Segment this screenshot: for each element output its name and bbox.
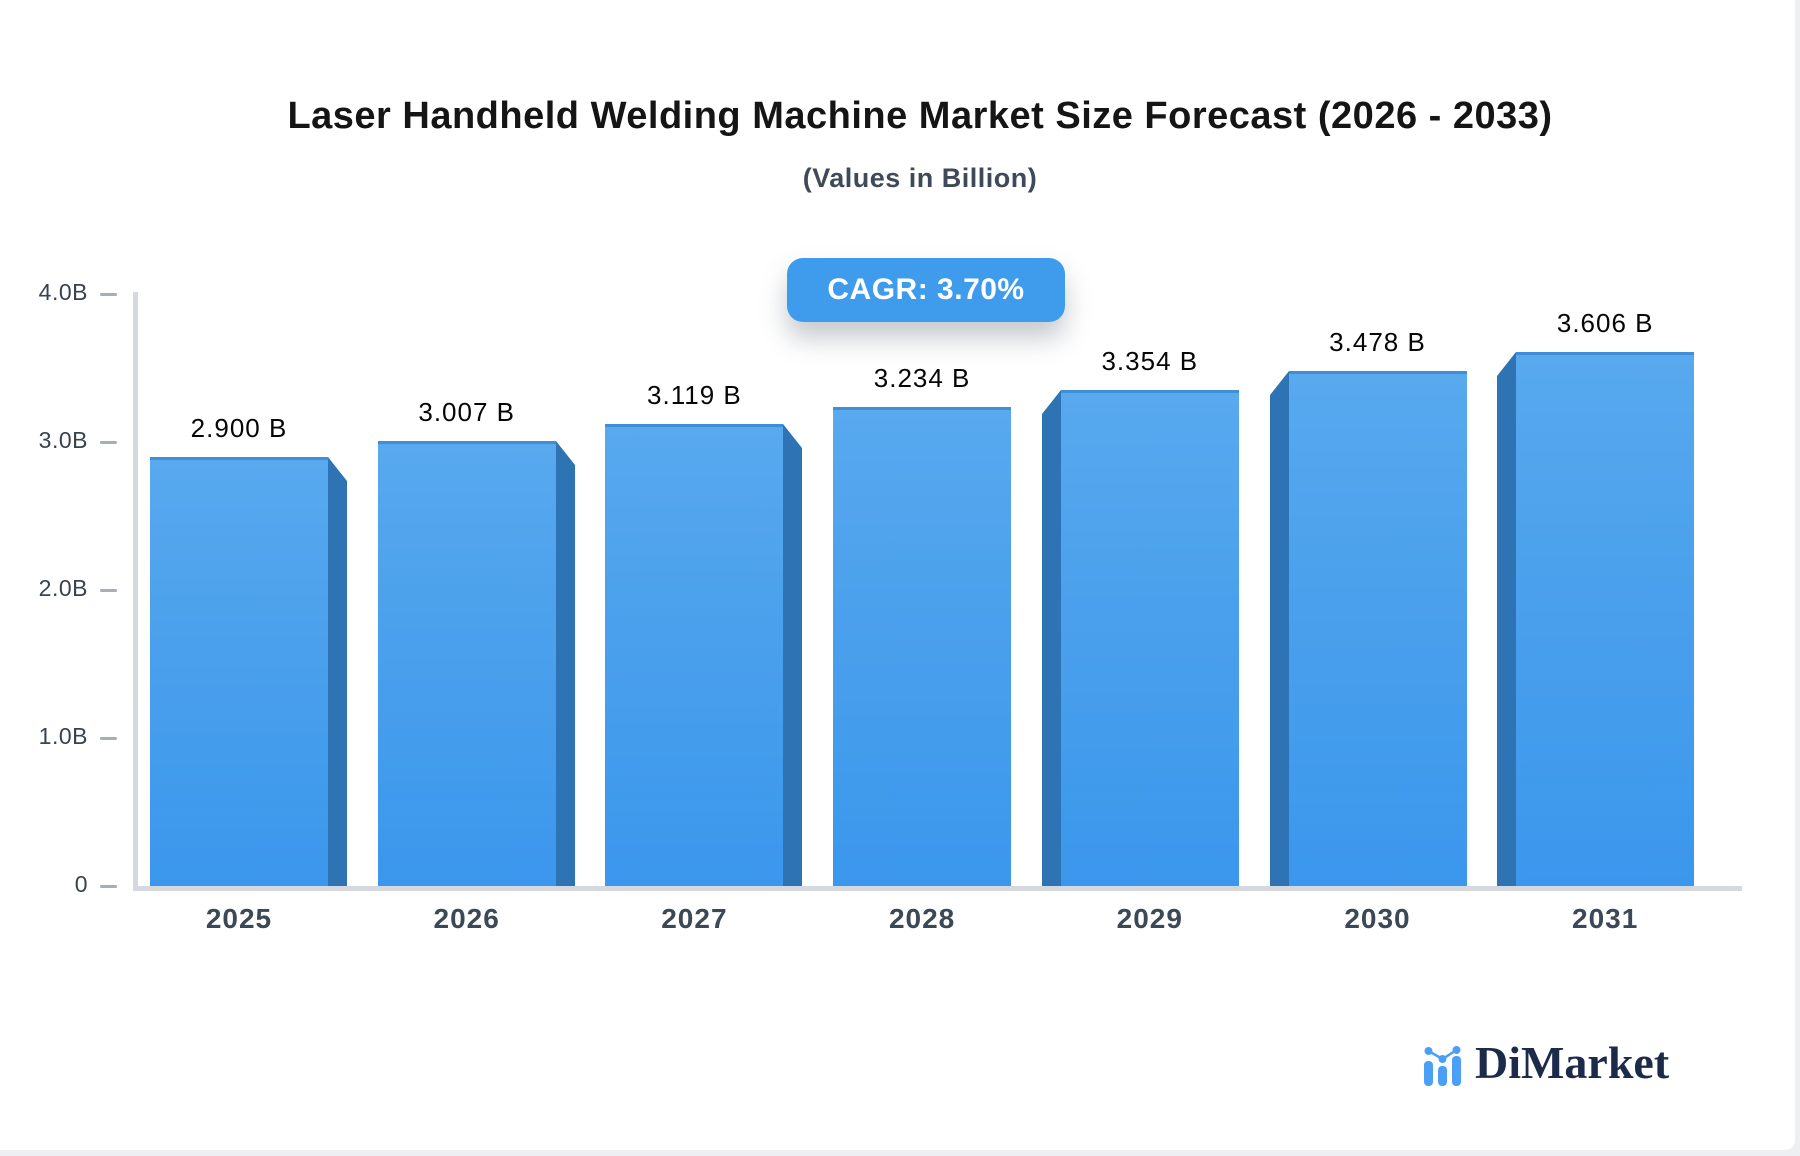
y-tick-mark bbox=[100, 293, 117, 296]
mini-bar-chart-icon bbox=[1424, 1046, 1461, 1086]
x-axis-label-2026: 2026 bbox=[433, 903, 500, 934]
bar-value-label: 3.234 B bbox=[873, 363, 971, 393]
y-tick-label: 3.0B bbox=[38, 427, 88, 453]
bar-2031[interactable] bbox=[1516, 352, 1694, 886]
y-tick-label: 2.0B bbox=[38, 575, 88, 601]
x-axis-baseline bbox=[133, 886, 1742, 891]
bar-value-label: 3.007 B bbox=[418, 397, 515, 427]
bar-2026[interactable] bbox=[378, 441, 556, 886]
x-axis-label-2031: 2031 bbox=[1572, 903, 1639, 934]
x-axis-label-2027: 2027 bbox=[661, 903, 728, 934]
y-axis-line bbox=[133, 292, 138, 891]
dimarket-logo: DiMarket bbox=[1424, 1040, 1669, 1086]
x-axis-label-2025: 2025 bbox=[205, 903, 273, 934]
bar-2028[interactable] bbox=[833, 407, 1011, 886]
bar-side-2026 bbox=[556, 441, 575, 886]
bar-value-label: 3.119 B bbox=[647, 380, 742, 410]
x-axis-label-2029: 2029 bbox=[1116, 903, 1183, 934]
bar-side-2031 bbox=[1497, 352, 1516, 886]
chart-subtitle: (Values in Billion) bbox=[802, 163, 1038, 193]
y-tick-label: 4.0B bbox=[38, 279, 88, 305]
bar-2025[interactable] bbox=[150, 457, 328, 886]
bar-2029[interactable] bbox=[1061, 390, 1239, 886]
logo-text: DiMarket bbox=[1475, 1037, 1670, 1088]
y-tick-mark bbox=[100, 885, 117, 888]
y-tick-mark bbox=[100, 589, 117, 592]
y-tick-mark bbox=[100, 441, 117, 444]
bar-value-label: 3.478 B bbox=[1329, 327, 1426, 357]
bar-value-label: 3.354 B bbox=[1101, 346, 1199, 376]
cagr-badge-label: CAGR: 3.70% bbox=[827, 273, 1025, 306]
bar-value-label: 2.900 B bbox=[190, 413, 288, 443]
bar-side-2029 bbox=[1042, 390, 1061, 886]
bar-side-2030 bbox=[1270, 371, 1289, 886]
bar-value-label: 3.606 B bbox=[1556, 308, 1654, 338]
y-tick-label: 0 bbox=[74, 871, 88, 897]
x-axis-label-2028: 2028 bbox=[888, 903, 956, 934]
y-tick-mark bbox=[100, 737, 117, 740]
bar-2030[interactable] bbox=[1289, 371, 1467, 886]
y-tick-label: 1.0B bbox=[38, 723, 88, 749]
x-axis-label-2030: 2030 bbox=[1344, 903, 1411, 934]
bar-side-2025 bbox=[328, 457, 347, 886]
cagr-badge: CAGR: 3.70% bbox=[787, 258, 1065, 322]
chart-title: Laser Handheld Welding Machine Market Si… bbox=[287, 95, 1553, 137]
bar-side-2027 bbox=[783, 424, 802, 886]
bar-2027[interactable] bbox=[605, 424, 783, 886]
